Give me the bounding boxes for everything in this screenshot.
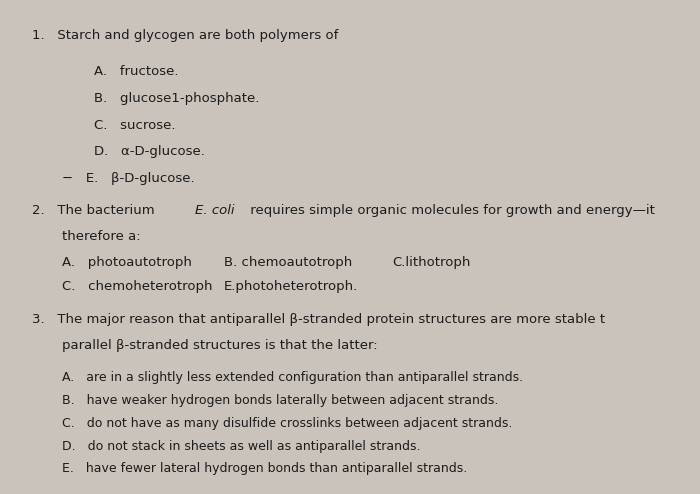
Text: −   E.   β-D-glucose.: − E. β-D-glucose. bbox=[62, 172, 194, 185]
Text: E.photoheterotroph.: E.photoheterotroph. bbox=[224, 280, 358, 292]
Text: E. coli: E. coli bbox=[195, 204, 234, 216]
Text: A.   photoautotroph: A. photoautotroph bbox=[62, 256, 192, 269]
Text: requires simple organic molecules for growth and energy—it: requires simple organic molecules for gr… bbox=[246, 204, 655, 216]
Text: B.   have weaker hydrogen bonds laterally between adjacent strands.: B. have weaker hydrogen bonds laterally … bbox=[62, 394, 498, 407]
Text: B.   glucose1-phosphate.: B. glucose1-phosphate. bbox=[94, 92, 260, 105]
Text: C.lithotroph: C.lithotroph bbox=[392, 256, 470, 269]
Text: C.   do not have as many disulfide crosslinks between adjacent strands.: C. do not have as many disulfide crossli… bbox=[62, 417, 512, 430]
Text: A.   fructose.: A. fructose. bbox=[94, 65, 179, 78]
Text: B. chemoautotroph: B. chemoautotroph bbox=[224, 256, 352, 269]
Text: parallel β-stranded structures is that the latter:: parallel β-stranded structures is that t… bbox=[62, 339, 377, 352]
Text: 2.   The bacterium: 2. The bacterium bbox=[32, 204, 158, 216]
Text: C.   chemoheterotroph: C. chemoheterotroph bbox=[62, 280, 212, 292]
Text: A.   are in a slightly less extended configuration than antiparallel strands.: A. are in a slightly less extended confi… bbox=[62, 371, 523, 384]
Text: E.   have fewer lateral hydrogen bonds than antiparallel strands.: E. have fewer lateral hydrogen bonds tha… bbox=[62, 462, 467, 475]
Text: therefore a:: therefore a: bbox=[62, 230, 140, 243]
Text: 3.   The major reason that antiparallel β-stranded protein structures are more s: 3. The major reason that antiparallel β-… bbox=[32, 313, 605, 326]
Text: D.   do not stack in sheets as well as antiparallel strands.: D. do not stack in sheets as well as ant… bbox=[62, 440, 420, 453]
Text: C.   sucrose.: C. sucrose. bbox=[94, 119, 176, 131]
Text: D.   α-D-glucose.: D. α-D-glucose. bbox=[94, 145, 205, 158]
Text: 1.   Starch and glycogen are both polymers of: 1. Starch and glycogen are both polymers… bbox=[32, 29, 338, 41]
